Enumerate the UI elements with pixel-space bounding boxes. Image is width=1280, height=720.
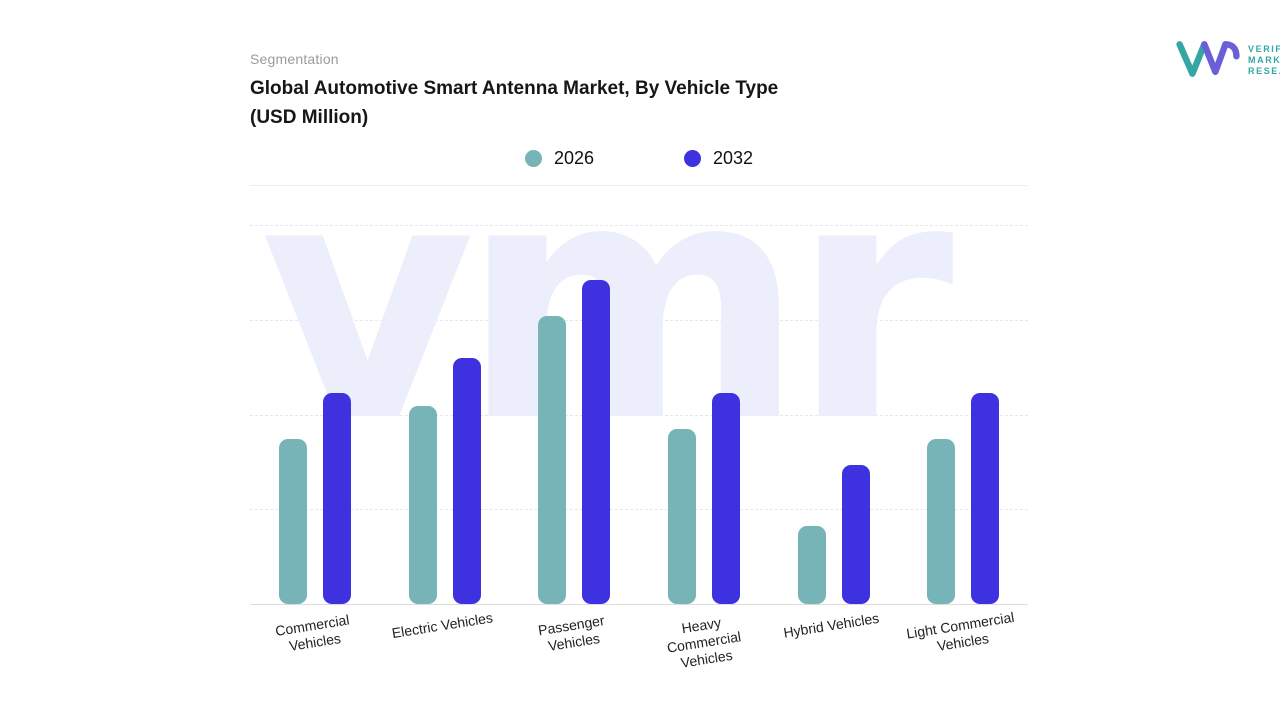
bar-2026 [408,406,437,604]
x-axis-label: Commercial Vehicles [273,611,351,654]
chart-title-line1: Global Automotive Smart Antenna Market, … [250,78,779,99]
bar-2032 [711,393,740,604]
bar-2032 [452,357,481,604]
x-axis-label: Passenger Vehicles [537,612,606,654]
bar-2026 [538,315,567,604]
x-axis-label: Hybrid Vehicles [781,609,880,641]
plot-area: vmr [250,110,1028,605]
bar-2032 [582,279,611,604]
vmr-logo-line1: VERIFIED® [1248,43,1280,54]
gridline [250,225,1028,226]
bar-2032 [971,393,1000,604]
x-axis-label: Electric Vehicles [390,609,494,642]
bar-group [380,225,510,604]
x-label-cell: Commercial Vehicles [250,611,380,668]
x-label-cell: Heavy Commercial Vehicles [639,614,769,671]
vmr-logo-icon [1176,41,1240,77]
chart-card: Segmentation Global Automotive Smart Ant… [250,0,1280,720]
bar-2026 [278,438,307,604]
x-axis-label: Light Commercial Vehicles [905,608,1016,654]
legend: 2026 2032 [250,148,1028,169]
gridline [250,509,1028,511]
bar-2026 [797,526,826,604]
header-divider [250,185,1028,186]
legend-dot [524,150,542,167]
legend-dot [684,150,701,167]
vmr-logo: VERIFIED® MARKET RESEARCH [1175,36,1280,82]
chart-title-line2: (USD Million) [250,107,369,128]
vmr-logo-line3: RESEARCH [1248,65,1280,76]
bar-2032 [841,464,870,604]
chart-title: Global Automotive Smart Antenna Market, … [250,74,870,132]
bar-2026 [927,438,956,604]
legend-label: 2032 [713,148,754,168]
bar-group [639,225,769,604]
bar-2026 [667,428,696,604]
gridline [250,319,1028,321]
bar-group [509,225,639,604]
vmr-logo-text: VERIFIED® MARKET RESEARCH [1248,42,1280,77]
eyebrow-label: Segmentation [250,51,339,67]
bar-group [250,225,380,604]
x-axis-labels: Commercial Vehicles Electric Vehicles Pass… [250,609,1028,671]
bar-groups [250,225,1028,604]
bar-group [769,225,899,604]
bar-group [898,225,1028,604]
gridline [250,414,1028,416]
x-label-cell: Passenger Vehicles [509,612,639,668]
legend-item-2026: 2026 [524,148,594,169]
legend-item-2032: 2032 [684,148,753,169]
x-axis-label: Heavy Commercial Vehicles [665,614,742,671]
bar-2032 [322,393,351,604]
vmr-logo-line2: MARKET [1248,54,1280,65]
x-label-cell: Hybrid Vehicles [769,610,899,668]
legend-label: 2026 [553,148,594,168]
x-label-cell: Electric Vehicles [380,609,510,668]
x-label-cell: Light Commercial Vehicles [898,609,1028,668]
